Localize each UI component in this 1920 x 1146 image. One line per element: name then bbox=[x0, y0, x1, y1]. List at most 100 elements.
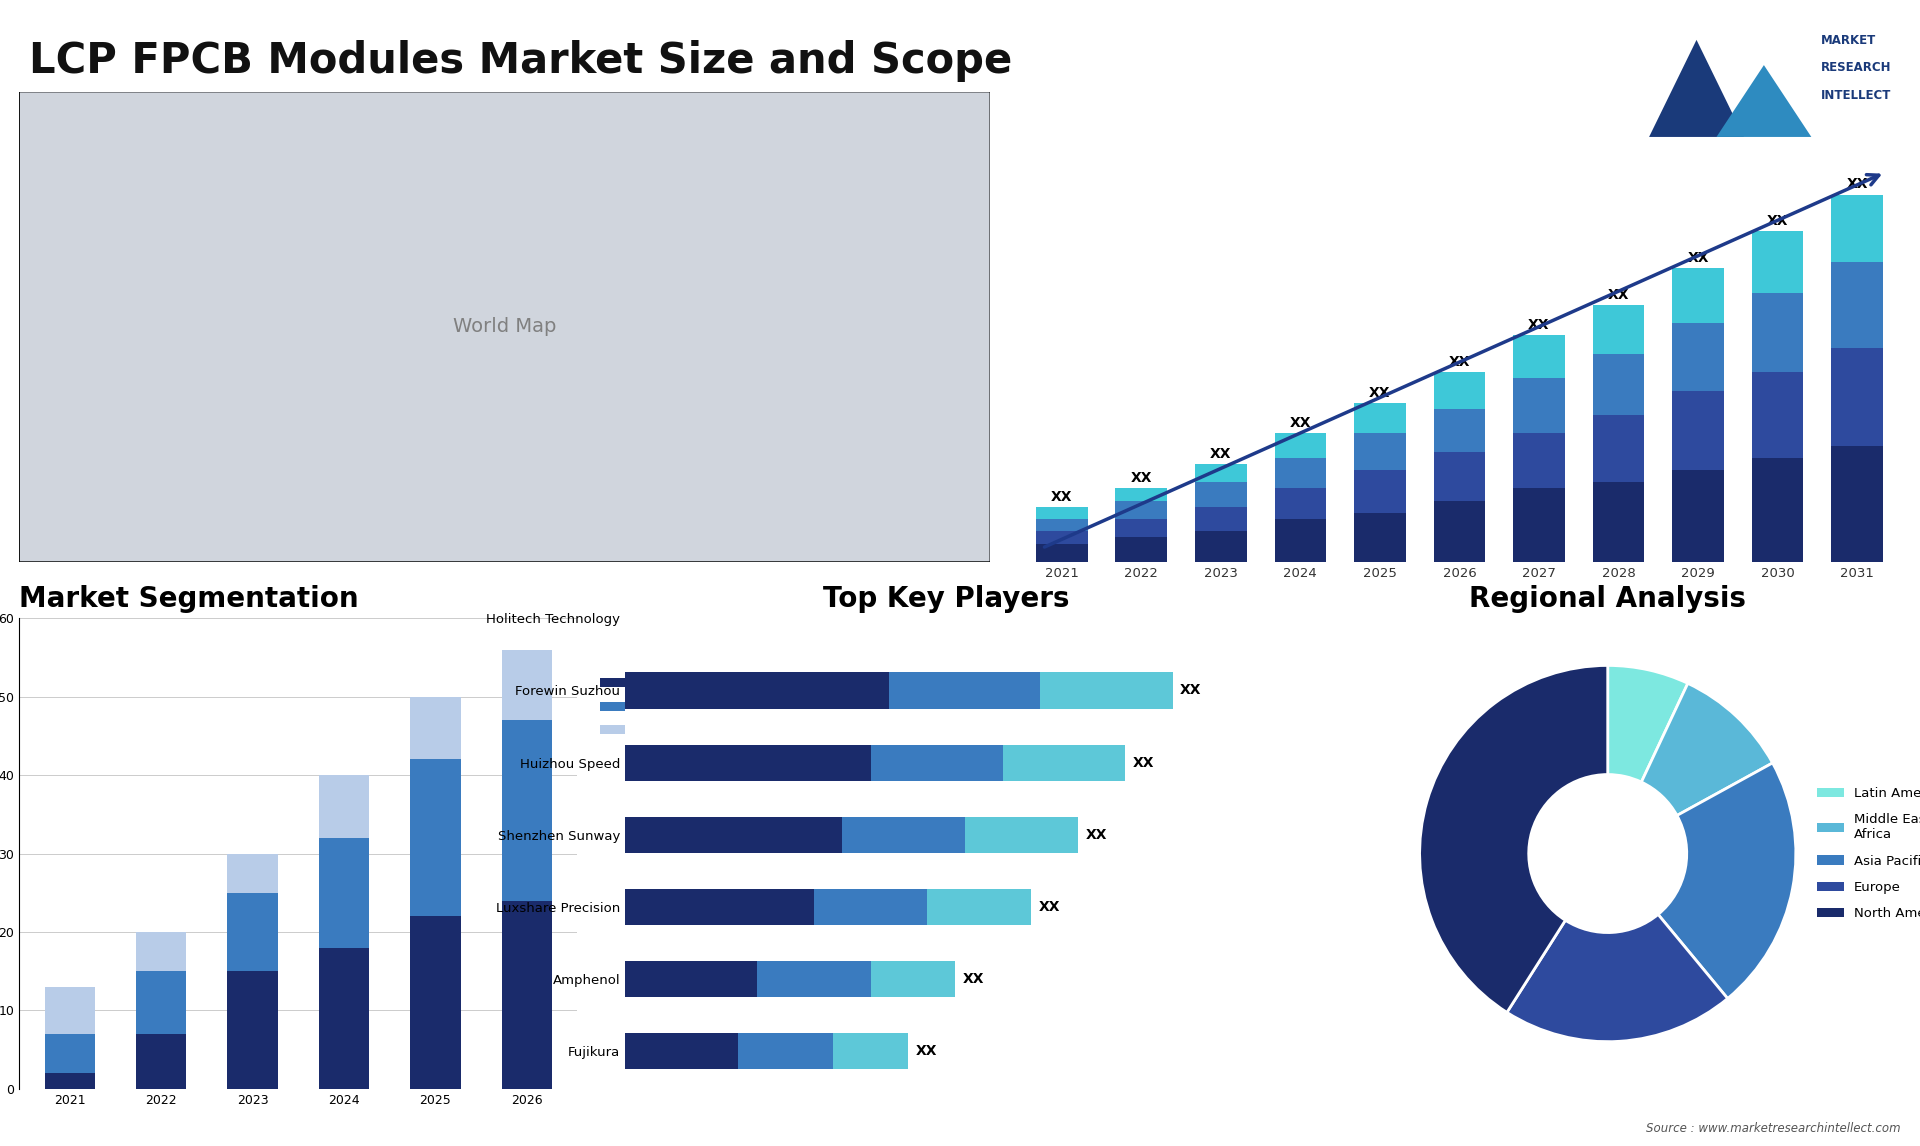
Bar bbox=[319, 948, 369, 1089]
Bar bbox=[1275, 458, 1327, 488]
Title: Regional Analysis: Regional Analysis bbox=[1469, 586, 1745, 613]
Bar bbox=[889, 673, 1041, 708]
Bar bbox=[1354, 513, 1405, 562]
Bar bbox=[501, 901, 553, 1089]
Bar bbox=[1751, 231, 1803, 292]
Bar bbox=[44, 1073, 94, 1089]
Wedge shape bbox=[1659, 763, 1795, 998]
Wedge shape bbox=[1642, 683, 1772, 816]
Bar bbox=[966, 817, 1079, 853]
Wedge shape bbox=[1419, 666, 1607, 1012]
Bar bbox=[319, 775, 369, 838]
Wedge shape bbox=[1607, 666, 1688, 782]
Text: XX: XX bbox=[1369, 386, 1390, 400]
Bar bbox=[227, 854, 278, 893]
Text: RESEARCH: RESEARCH bbox=[1822, 62, 1891, 74]
Bar bbox=[1672, 323, 1724, 391]
Bar bbox=[1354, 433, 1405, 470]
Bar bbox=[870, 745, 1002, 780]
Bar bbox=[756, 960, 870, 997]
Bar bbox=[1116, 537, 1167, 562]
Bar bbox=[1434, 372, 1486, 409]
Bar bbox=[1116, 501, 1167, 519]
Bar bbox=[411, 760, 461, 917]
Bar bbox=[227, 893, 278, 971]
Bar bbox=[1672, 268, 1724, 323]
Bar bbox=[136, 932, 186, 971]
Bar bbox=[1354, 470, 1405, 513]
Bar bbox=[626, 1033, 739, 1069]
Text: XX: XX bbox=[1087, 827, 1108, 841]
Bar bbox=[1832, 195, 1884, 262]
Bar bbox=[1751, 458, 1803, 562]
Bar bbox=[1832, 262, 1884, 347]
Bar bbox=[501, 721, 553, 901]
Title: Top Key Players: Top Key Players bbox=[824, 586, 1069, 613]
Text: INTELLECT: INTELLECT bbox=[1822, 89, 1891, 102]
Bar bbox=[1513, 336, 1565, 378]
Bar bbox=[927, 888, 1031, 925]
Bar bbox=[1275, 519, 1327, 562]
Bar bbox=[626, 817, 843, 853]
Bar bbox=[1513, 433, 1565, 488]
Text: XX: XX bbox=[1847, 178, 1868, 191]
Text: XX: XX bbox=[1181, 683, 1202, 698]
Bar bbox=[1194, 482, 1246, 507]
Bar bbox=[411, 917, 461, 1089]
Bar bbox=[411, 697, 461, 760]
Bar bbox=[626, 888, 814, 925]
Bar bbox=[44, 1034, 94, 1073]
Bar bbox=[1275, 488, 1327, 519]
Bar bbox=[1041, 673, 1173, 708]
Text: XX: XX bbox=[1210, 447, 1231, 461]
Text: Market Segmentation: Market Segmentation bbox=[19, 586, 359, 613]
Bar bbox=[1513, 378, 1565, 433]
Bar bbox=[626, 960, 756, 997]
Text: MARKET: MARKET bbox=[1822, 33, 1876, 47]
Legend: Latin America, Middle East &
Africa, Asia Pacific, Europe, North America: Latin America, Middle East & Africa, Asi… bbox=[1812, 782, 1920, 925]
Text: XX: XX bbox=[1039, 900, 1060, 913]
Bar bbox=[843, 817, 966, 853]
Bar bbox=[1194, 507, 1246, 532]
Bar bbox=[1592, 354, 1644, 415]
Polygon shape bbox=[1716, 65, 1811, 136]
Text: XX: XX bbox=[1050, 489, 1073, 504]
Bar bbox=[833, 1033, 908, 1069]
Text: XX: XX bbox=[1688, 251, 1709, 265]
Bar bbox=[1513, 488, 1565, 562]
Text: Source : www.marketresearchintellect.com: Source : www.marketresearchintellect.com bbox=[1645, 1122, 1901, 1135]
Bar bbox=[1037, 532, 1087, 543]
Wedge shape bbox=[1507, 915, 1728, 1042]
Legend: Type, Application, Geography: Type, Application, Geography bbox=[595, 672, 718, 743]
Bar bbox=[1116, 519, 1167, 537]
FancyBboxPatch shape bbox=[19, 92, 991, 562]
Bar bbox=[44, 987, 94, 1034]
Bar bbox=[1434, 452, 1486, 501]
Bar bbox=[136, 1034, 186, 1089]
Bar bbox=[319, 838, 369, 948]
Bar bbox=[870, 960, 956, 997]
Bar bbox=[1832, 347, 1884, 446]
Bar bbox=[1037, 543, 1087, 562]
Bar bbox=[1672, 391, 1724, 470]
Bar bbox=[1592, 305, 1644, 354]
Bar bbox=[1434, 501, 1486, 562]
Bar bbox=[136, 971, 186, 1034]
Bar bbox=[1194, 532, 1246, 562]
Bar bbox=[1751, 292, 1803, 372]
Bar bbox=[1434, 409, 1486, 452]
Bar bbox=[739, 1033, 833, 1069]
Bar bbox=[1002, 745, 1125, 780]
Bar bbox=[1592, 415, 1644, 482]
Bar bbox=[1037, 519, 1087, 532]
Bar bbox=[1832, 446, 1884, 562]
Bar bbox=[1275, 433, 1327, 458]
Bar bbox=[1592, 482, 1644, 562]
Text: XX: XX bbox=[1290, 416, 1311, 430]
Bar bbox=[1672, 470, 1724, 562]
Bar bbox=[1037, 507, 1087, 519]
Text: XX: XX bbox=[1607, 288, 1630, 301]
Bar bbox=[1116, 488, 1167, 501]
Text: XX: XX bbox=[1450, 355, 1471, 369]
Text: World Map: World Map bbox=[453, 317, 557, 336]
